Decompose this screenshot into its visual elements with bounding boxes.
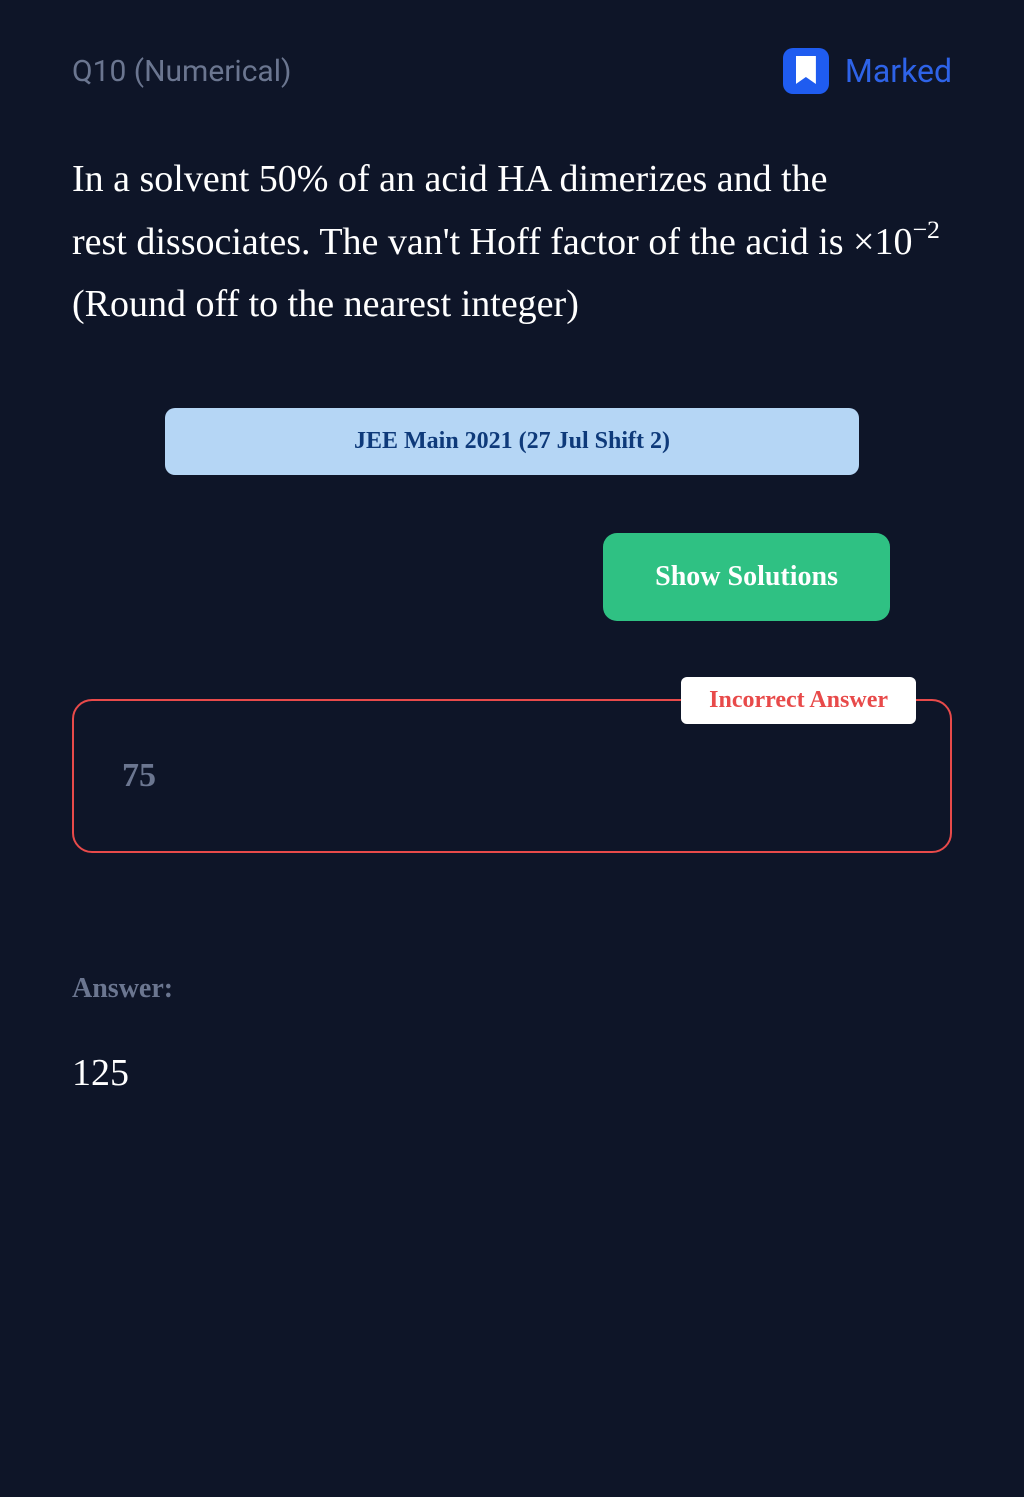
- solutions-row: Show Solutions: [72, 533, 952, 621]
- marked-label: Marked: [845, 52, 952, 90]
- question-exponent: −2: [912, 215, 939, 244]
- question-number-label: Q10 (Numerical): [72, 54, 291, 89]
- question-text: In a solvent 50% of an acid HA dimerizes…: [72, 148, 952, 336]
- user-answer-box: Incorrect Answer 75: [72, 699, 952, 853]
- bookmark-icon: [783, 48, 829, 94]
- question-line-1: In a solvent 50% of an acid HA dimerizes…: [72, 158, 828, 200]
- show-solutions-button[interactable]: Show Solutions: [603, 533, 890, 621]
- marked-indicator[interactable]: Marked: [783, 48, 952, 94]
- user-answer-value: 75: [122, 757, 902, 795]
- question-line-2-prefix: rest dissociates. The van't Hoff factor …: [72, 221, 912, 263]
- incorrect-answer-badge: Incorrect Answer: [681, 677, 916, 724]
- correct-answer-label: Answer:: [72, 973, 952, 1005]
- question-header: Q10 (Numerical) Marked: [72, 48, 952, 94]
- exam-source-tag: JEE Main 2021 (27 Jul Shift 2): [165, 408, 859, 475]
- question-line-3: (Round off to the nearest integer): [72, 283, 579, 325]
- correct-answer-value: 125: [72, 1051, 952, 1095]
